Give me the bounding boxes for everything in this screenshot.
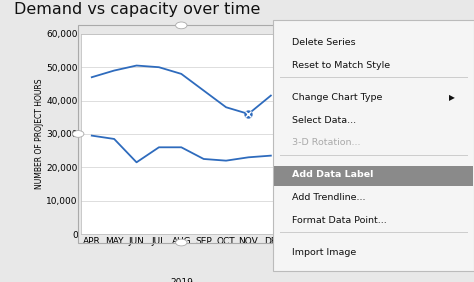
Text: 2019: 2019 bbox=[170, 278, 193, 282]
Text: 3-D Rotation...: 3-D Rotation... bbox=[292, 138, 360, 147]
Text: Select Data...: Select Data... bbox=[292, 116, 356, 125]
Text: Import Image: Import Image bbox=[292, 248, 356, 257]
Text: Change Chart Type: Change Chart Type bbox=[292, 93, 382, 102]
Y-axis label: NUMBER OF PROJECT HOURS: NUMBER OF PROJECT HOURS bbox=[35, 79, 44, 189]
Text: Add Data Label: Add Data Label bbox=[292, 170, 373, 179]
Text: Format Data Point...: Format Data Point... bbox=[292, 216, 386, 225]
Text: Delete Series: Delete Series bbox=[292, 38, 355, 47]
Text: Reset to Match Style: Reset to Match Style bbox=[292, 61, 390, 70]
Text: Add Trendline...: Add Trendline... bbox=[292, 193, 365, 202]
Text: ▶: ▶ bbox=[449, 93, 455, 102]
Text: Demand vs capacity over time: Demand vs capacity over time bbox=[14, 2, 261, 17]
